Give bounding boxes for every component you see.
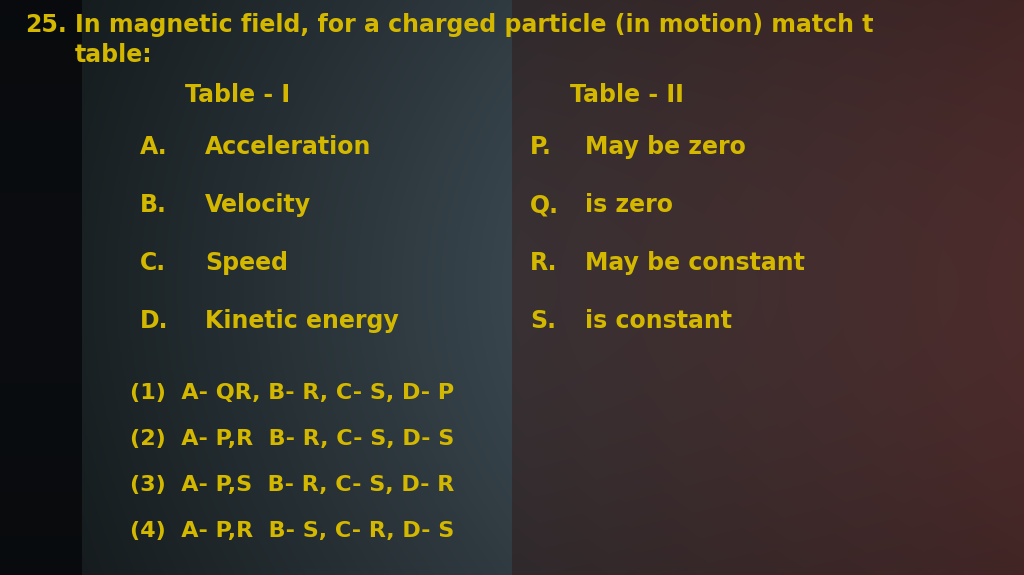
Text: Kinetic energy: Kinetic energy [205, 309, 398, 333]
Text: (2)  A- P,R  B- R, C- S, D- S: (2) A- P,R B- R, C- S, D- S [130, 429, 455, 449]
Text: May be constant: May be constant [585, 251, 805, 275]
Text: Table - I: Table - I [185, 83, 290, 107]
Text: D.: D. [140, 309, 169, 333]
Text: Acceleration: Acceleration [205, 135, 372, 159]
Text: (4)  A- P,R  B- S, C- R, D- S: (4) A- P,R B- S, C- R, D- S [130, 521, 455, 541]
Text: S.: S. [530, 309, 556, 333]
Text: Table - II: Table - II [570, 83, 684, 107]
Text: Speed: Speed [205, 251, 288, 275]
Text: B.: B. [140, 193, 167, 217]
Text: is constant: is constant [585, 309, 732, 333]
Text: table:: table: [75, 43, 153, 67]
Text: A.: A. [140, 135, 168, 159]
Text: (1)  A- QR, B- R, C- S, D- P: (1) A- QR, B- R, C- S, D- P [130, 383, 454, 403]
Text: Q.: Q. [530, 193, 559, 217]
Text: C.: C. [140, 251, 166, 275]
Text: In magnetic field, for a charged particle (in motion) match t: In magnetic field, for a charged particl… [75, 13, 873, 37]
Text: Velocity: Velocity [205, 193, 311, 217]
Text: R.: R. [530, 251, 557, 275]
Text: May be zero: May be zero [585, 135, 745, 159]
Text: P.: P. [530, 135, 552, 159]
Text: 25.: 25. [25, 13, 67, 37]
Text: (3)  A- P,S  B- R, C- S, D- R: (3) A- P,S B- R, C- S, D- R [130, 475, 455, 495]
Text: is zero: is zero [585, 193, 673, 217]
